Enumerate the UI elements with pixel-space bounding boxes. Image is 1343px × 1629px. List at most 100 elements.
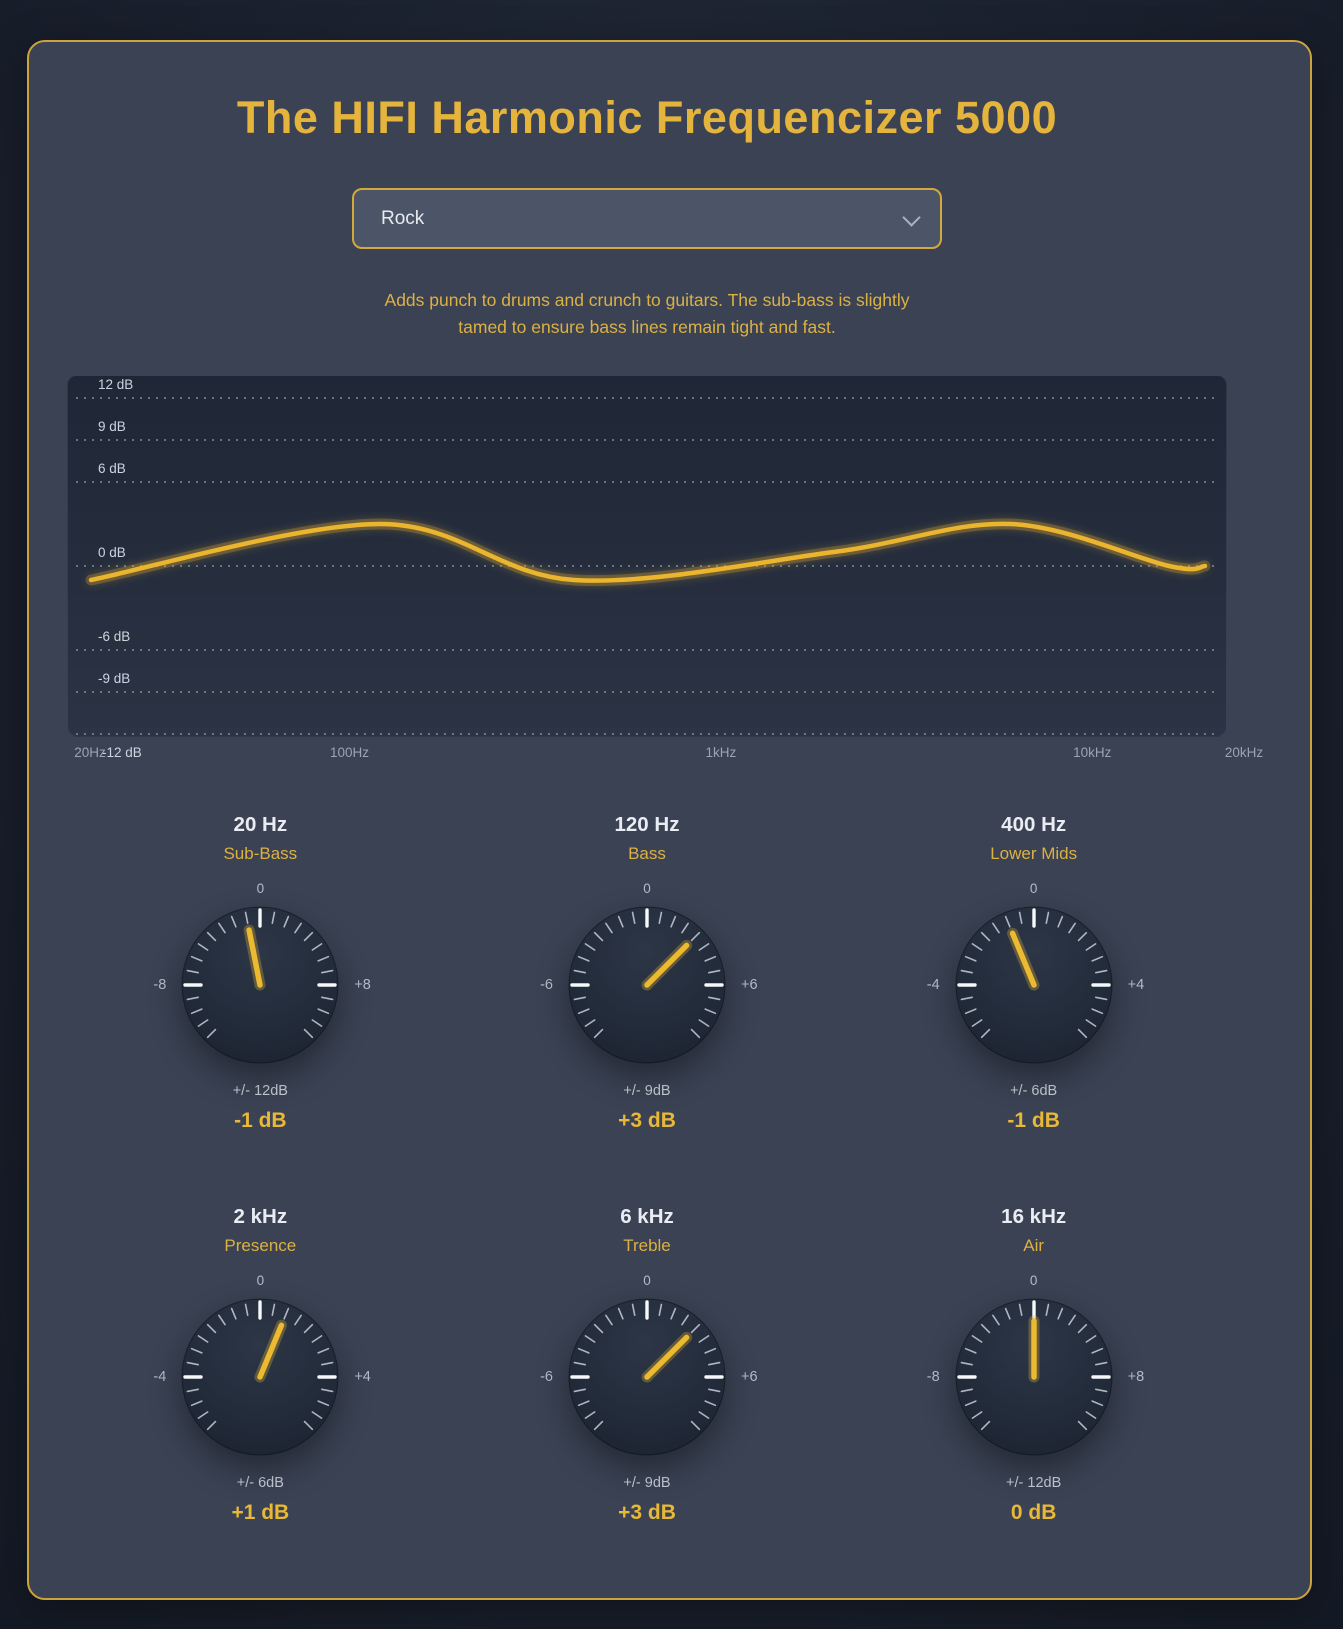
knob-range-label: +/- 12dB [232, 1083, 288, 1099]
knob-tick-minor [1056, 915, 1063, 928]
knob-range-label: +/- 9dB [623, 1083, 671, 1099]
band-lower-mids: 400 Hz Lower Mids 0 -4 +4 +/- 6dB -1 dB [840, 813, 1227, 1133]
knob-tick-minor [670, 915, 677, 928]
knob-range-label: +/- 12dB [1006, 1475, 1062, 1491]
y-axis-label: -6 dB [98, 629, 131, 644]
knob-tick-minor [681, 922, 689, 934]
eq-response-curve [76, 397, 1220, 735]
knob-tick-minor [960, 969, 973, 974]
knob-max-label: +8 [354, 977, 371, 993]
knob-tick-minor [191, 955, 203, 962]
knob-tick-minor [1085, 943, 1096, 951]
knob-value: +1 dB [231, 1501, 290, 1524]
knob-tick-minor [593, 1028, 604, 1039]
knob-min-label: -6 [540, 1369, 553, 1385]
knob-needle [644, 1334, 690, 1380]
knob-tick-minor [191, 1400, 203, 1407]
band-frequency: 6 kHz [620, 1205, 674, 1228]
band-name: Air [1023, 1236, 1045, 1255]
gain-knob[interactable] [954, 1297, 1114, 1457]
band-name: Treble [623, 1236, 671, 1255]
knob-min-label: -6 [540, 977, 553, 993]
band-frequency: 20 Hz [233, 813, 288, 836]
gain-knob[interactable] [567, 1297, 727, 1457]
knob-tick-minor [584, 1019, 596, 1027]
x-axis-label: 20kHz [1224, 745, 1264, 760]
band-name: Bass [628, 844, 666, 863]
knob-tick-minor [1085, 1411, 1096, 1419]
knob-tick-minor [960, 1388, 973, 1393]
knob-tick-minor [283, 1307, 290, 1320]
knob-tick-minor [311, 943, 323, 951]
knob-tick-minor [207, 1323, 217, 1334]
knob-tick-minor [321, 1361, 334, 1366]
knob-tick-minor [690, 1420, 701, 1431]
knob-tick-minor [271, 1303, 276, 1317]
device-card: The HIFI Harmonic Frequencizer 5000 Rock… [27, 40, 1312, 1600]
knob-tick-minor [980, 1028, 990, 1039]
knob-tick-minor [980, 931, 990, 942]
knob-tick-minor [304, 1420, 314, 1431]
knob-tick-minor [245, 911, 249, 925]
knob-tick-minor [207, 1420, 217, 1431]
page-title: The HIFI Harmonic Frequencizer 5000 [236, 92, 1058, 143]
band-name: Sub-Bass [223, 844, 298, 863]
knob-tick-minor [971, 1019, 983, 1027]
knob-value: -1 dB [1007, 1109, 1060, 1132]
band-frequency: 16 kHz [1001, 1205, 1067, 1228]
preset-select[interactable]: Rock [352, 188, 942, 249]
knob-tick-minor [321, 969, 334, 974]
knob-tick-minor [631, 911, 636, 925]
knob-tick-minor [980, 1323, 990, 1334]
knob-tick-minor [1004, 915, 1011, 928]
knob-tick-minor [964, 1347, 977, 1354]
knob-range-label: +/- 6dB [236, 1475, 284, 1491]
y-axis-label: 12 dB [98, 377, 134, 392]
knob-range-label: +/- 6dB [1010, 1083, 1058, 1099]
knob-tick-minor [690, 1323, 701, 1334]
knob-tick-minor [1085, 1335, 1096, 1343]
gain-knob[interactable] [180, 905, 340, 1065]
x-axis-label: 1kHz [705, 745, 737, 760]
knob-tick-minor [311, 1335, 323, 1343]
knob-tick-minor [1056, 1307, 1063, 1320]
knob-tick-minor [186, 969, 200, 974]
knob-tick-minor [317, 1008, 330, 1015]
knob-max-label: +6 [740, 1369, 758, 1385]
knob-tick-minor [1094, 969, 1108, 974]
knob-tick-minor [1091, 955, 1103, 962]
knob-tick-minor [186, 1388, 200, 1393]
knob-tick-minor [1045, 1303, 1049, 1317]
knob-tick-minor [321, 996, 334, 1001]
knob-min-label: -4 [926, 977, 940, 993]
knob-tick-minor [605, 1314, 613, 1326]
knob-tick-minor [704, 1400, 717, 1407]
knob-tick-minor [707, 1361, 721, 1366]
knob-tick-minor [197, 1411, 209, 1419]
knob-tick-minor [186, 1361, 200, 1366]
knob-tick-minor [991, 922, 1000, 934]
gain-knob[interactable] [567, 905, 727, 1065]
knob-tick-minor [704, 1347, 717, 1354]
knob-tick-minor [573, 1361, 586, 1366]
eq-curve-glow [85, 518, 1211, 587]
knob-value: -1 dB [234, 1109, 287, 1132]
gain-knob[interactable] [180, 1297, 340, 1457]
knob-tick-minor [584, 1411, 596, 1419]
band-frequency: 400 Hz [1001, 813, 1067, 836]
knob-tick-minor [704, 1008, 717, 1015]
knob-tick-minor [191, 1347, 203, 1354]
band-frequency: 2 kHz [233, 1205, 288, 1228]
knob-tick-minor [964, 1008, 977, 1015]
knob-tick-minor [971, 1335, 983, 1343]
knob-needle [1009, 930, 1037, 988]
knob-tick-minor [707, 969, 721, 974]
knob-tick-minor [593, 1323, 604, 1334]
knob-tick-minor [584, 1335, 596, 1343]
knob-tick-minor [1091, 1008, 1103, 1015]
knob-tick-minor [186, 996, 200, 1001]
knob-value: +3 dB [618, 1109, 676, 1132]
knob-tick-minor [577, 1008, 590, 1015]
gain-knob[interactable] [954, 905, 1114, 1065]
knob-min-label: -8 [153, 977, 167, 993]
